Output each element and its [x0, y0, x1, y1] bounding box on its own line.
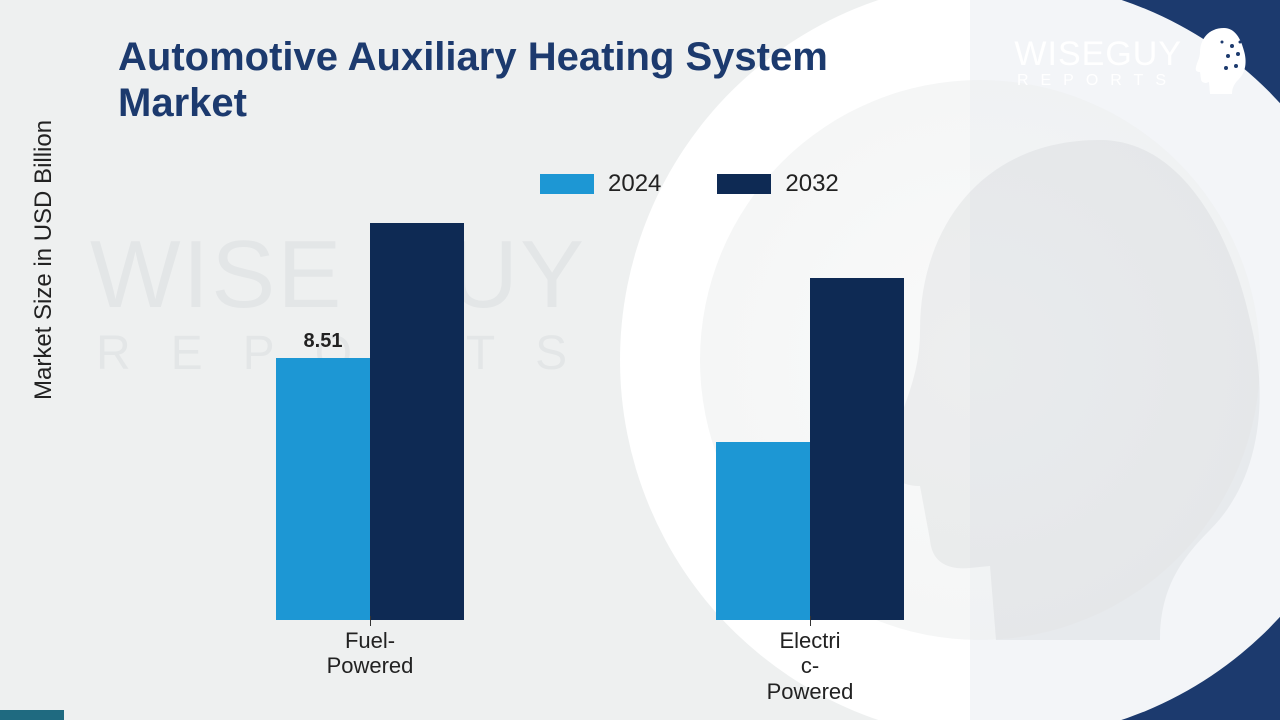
head-silhouette-icon: [1188, 26, 1252, 98]
brand-logo: WISEGUY REPORTS: [992, 26, 1252, 98]
bar: [716, 442, 810, 620]
chart-canvas: WISEGUY REPORTS Automotive Auxiliary Hea…: [0, 0, 1280, 720]
legend: 2024 2032: [540, 170, 839, 198]
brand-word-1: WISE: [1014, 35, 1105, 73]
brand-word-3: REPORTS: [1014, 72, 1182, 90]
bar-group: [716, 278, 904, 620]
accent-bottom-bar: [0, 710, 64, 720]
bar: [370, 223, 464, 620]
brand-word-2: GUY: [1105, 35, 1182, 73]
legend-label-2032: 2032: [785, 170, 838, 198]
x-axis-category-label: Fuel-Powered: [300, 628, 440, 679]
legend-item-2032: 2032: [717, 170, 838, 198]
y-axis-label: Market Size in USD Billion: [30, 120, 58, 400]
bar: 8.51: [276, 358, 370, 620]
plot-area: 8.51: [120, 220, 980, 620]
bar: [810, 278, 904, 620]
x-axis-labels: Fuel-Powered Electric-Powered: [120, 622, 980, 712]
legend-item-2024: 2024: [540, 170, 661, 198]
bar-value-label: 8.51: [304, 330, 343, 353]
legend-swatch-2032: [717, 174, 771, 194]
chart-title: Automotive Auxiliary Heating System Mark…: [118, 34, 898, 126]
x-axis-category-label: Electric-Powered: [740, 628, 880, 704]
bar-group: 8.51: [276, 223, 464, 620]
legend-label-2024: 2024: [608, 170, 661, 198]
legend-swatch-2024: [540, 174, 594, 194]
